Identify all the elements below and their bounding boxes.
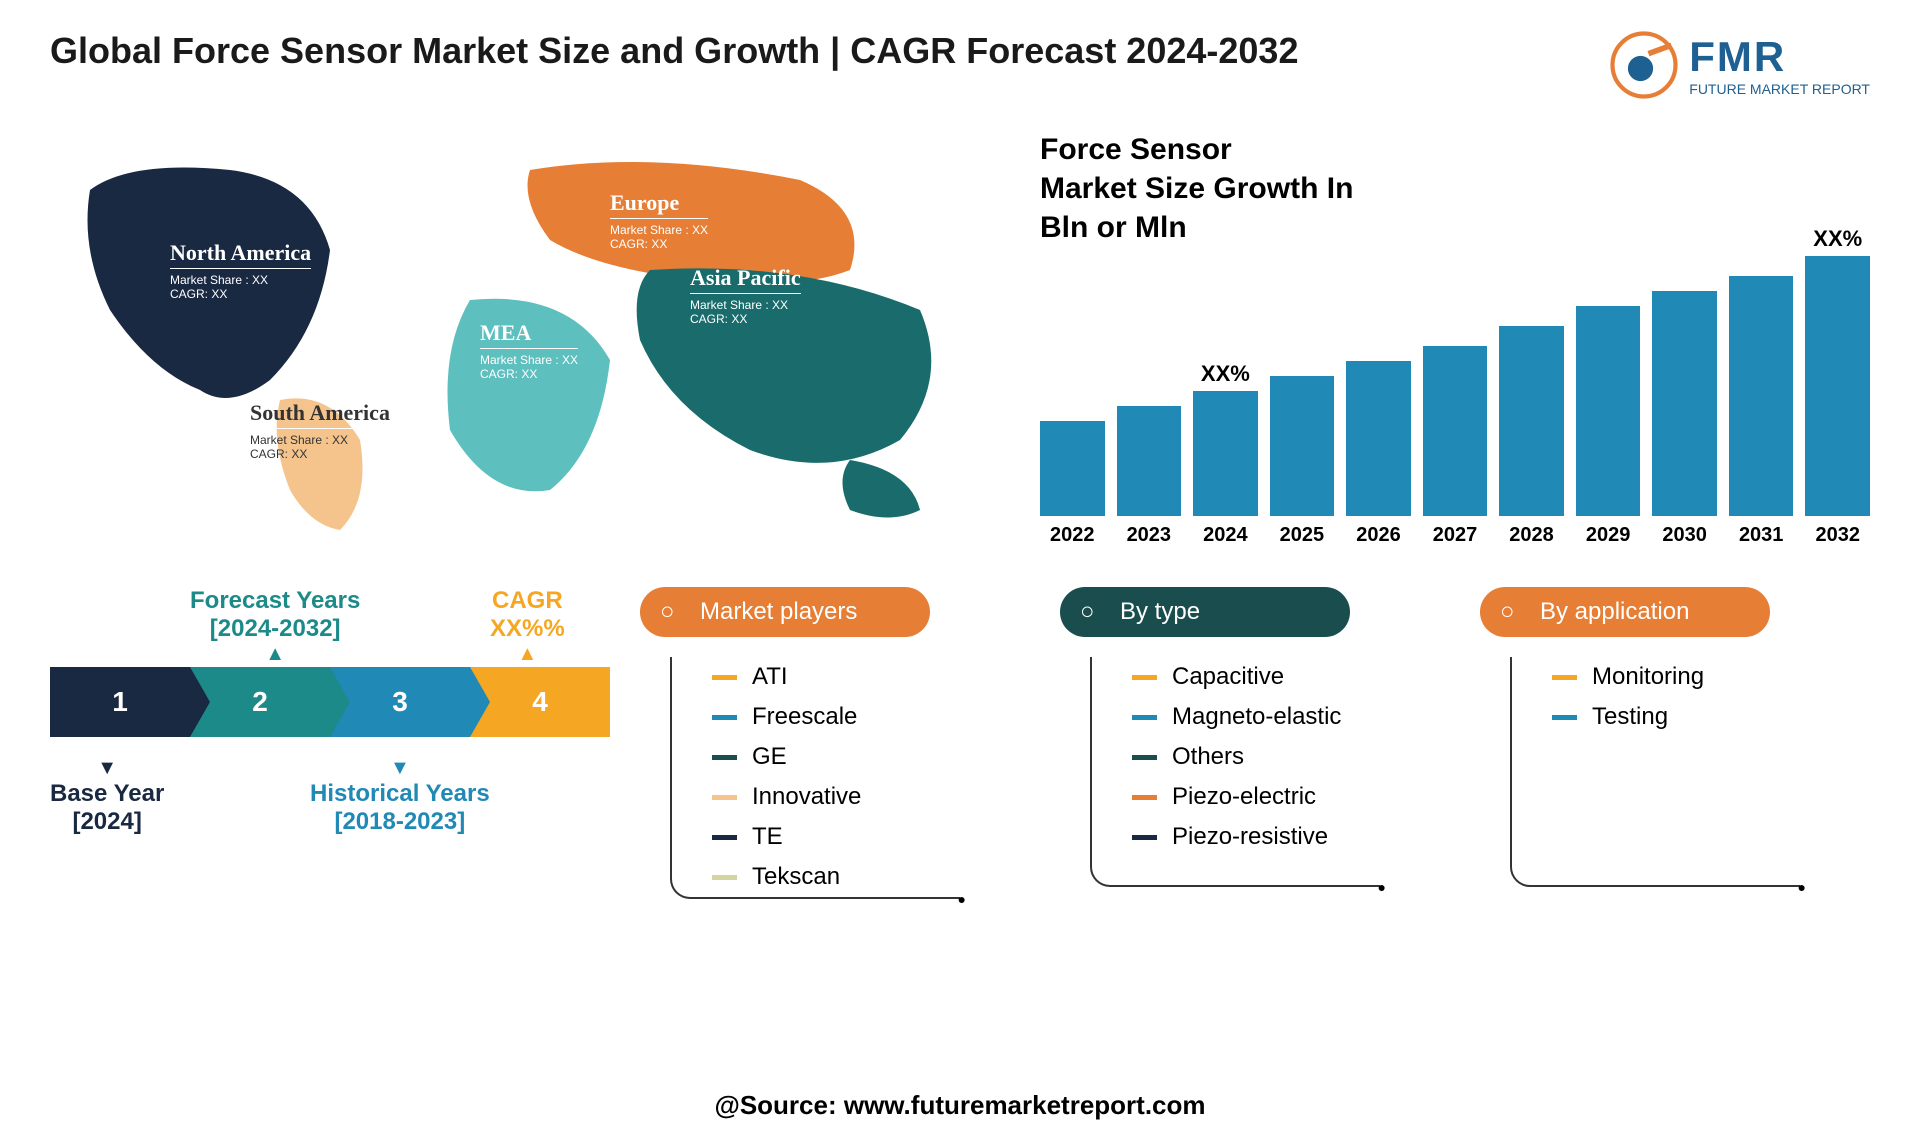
bar-item: 2027 — [1423, 346, 1488, 547]
timeline-seg-2: 2 — [190, 667, 330, 737]
by-application-list: MonitoringTesting — [1510, 657, 1800, 887]
timeline: Forecast Years [2024-2032] ▲ CAGR XX%% ▲… — [50, 587, 610, 899]
bar-item: 2030 — [1652, 291, 1717, 547]
logo-icon — [1609, 30, 1679, 100]
bar-item: XX%2032 — [1805, 256, 1870, 547]
top-section: North AmericaMarket Share : XXCAGR: XX So… — [50, 130, 1870, 547]
timeline-bar: 1 2 3 4 — [50, 667, 610, 737]
list-item: ATI — [712, 657, 960, 697]
by-application-section: By application MonitoringTesting — [1480, 587, 1870, 899]
base-label: ▼ Base Year [2024] — [50, 757, 164, 836]
bar-item: 2028 — [1499, 326, 1564, 547]
logo-text-sub: FUTURE MARKET REPORT — [1689, 81, 1870, 97]
logo-text-main: FMR — [1689, 33, 1870, 81]
region-label: MEAMarket Share : XXCAGR: XX — [480, 320, 578, 381]
by-application-header: By application — [1480, 587, 1770, 637]
timeline-seg-4: 4 — [470, 667, 610, 737]
bar-chart: 20222023XX%20242025202620272028202920302… — [1040, 267, 1870, 547]
market-players-list: ATIFreescaleGEInnovativeTETekscan — [670, 657, 960, 899]
list-item: Piezo-electric — [1132, 777, 1380, 817]
by-type-header: By type — [1060, 587, 1350, 637]
historical-label: ▼ Historical Years [2018-2023] — [310, 757, 490, 836]
list-item: Freescale — [712, 697, 960, 737]
cagr-label: CAGR XX%% ▲ — [490, 587, 565, 666]
list-item: Testing — [1552, 697, 1800, 737]
chart-title: Force Sensor Market Size Growth In Bln o… — [1040, 130, 1870, 247]
market-players-header: Market players — [640, 587, 930, 637]
bar-item: 2025 — [1270, 376, 1335, 547]
list-item: Monitoring — [1552, 657, 1800, 697]
header: Global Force Sensor Market Size and Grow… — [50, 30, 1870, 100]
source-text: @Source: www.futuremarketreport.com — [714, 1090, 1205, 1121]
logo: FMR FUTURE MARKET REPORT — [1609, 30, 1870, 100]
list-item: Tekscan — [712, 857, 960, 897]
list-item: GE — [712, 737, 960, 777]
list-item: Magneto-elastic — [1132, 697, 1380, 737]
region-label: South AmericaMarket Share : XXCAGR: XX — [250, 400, 390, 461]
region-label: Asia PacificMarket Share : XXCAGR: XX — [690, 265, 801, 326]
forecast-label: Forecast Years [2024-2032] ▲ — [190, 587, 360, 666]
bar-item: 2023 — [1117, 406, 1182, 547]
bar-chart-section: Force Sensor Market Size Growth In Bln o… — [1040, 130, 1870, 547]
timeline-seg-3: 3 — [330, 667, 470, 737]
page-title: Global Force Sensor Market Size and Grow… — [50, 30, 1298, 72]
bar-item: 2026 — [1346, 361, 1411, 547]
world-map: North AmericaMarket Share : XXCAGR: XX So… — [50, 130, 1000, 530]
timeline-seg-1: 1 — [50, 667, 190, 737]
by-type-section: By type CapacitiveMagneto-elasticOthersP… — [1060, 587, 1450, 899]
bottom-section: Forecast Years [2024-2032] ▲ CAGR XX%% ▲… — [50, 587, 1870, 899]
bar-item: XX%2024 — [1193, 391, 1258, 547]
bar-item: 2022 — [1040, 421, 1105, 547]
by-type-list: CapacitiveMagneto-elasticOthersPiezo-ele… — [1090, 657, 1380, 887]
list-item: Piezo-resistive — [1132, 817, 1380, 857]
list-item: Others — [1132, 737, 1380, 777]
region-label: North AmericaMarket Share : XXCAGR: XX — [170, 240, 311, 301]
bar-item: 2031 — [1729, 276, 1794, 547]
list-item: TE — [712, 817, 960, 857]
market-players-section: Market players ATIFreescaleGEInnovativeT… — [640, 587, 1030, 899]
bar-item: 2029 — [1576, 306, 1641, 547]
list-item: Innovative — [712, 777, 960, 817]
list-item: Capacitive — [1132, 657, 1380, 697]
region-label: EuropeMarket Share : XXCAGR: XX — [610, 190, 708, 251]
